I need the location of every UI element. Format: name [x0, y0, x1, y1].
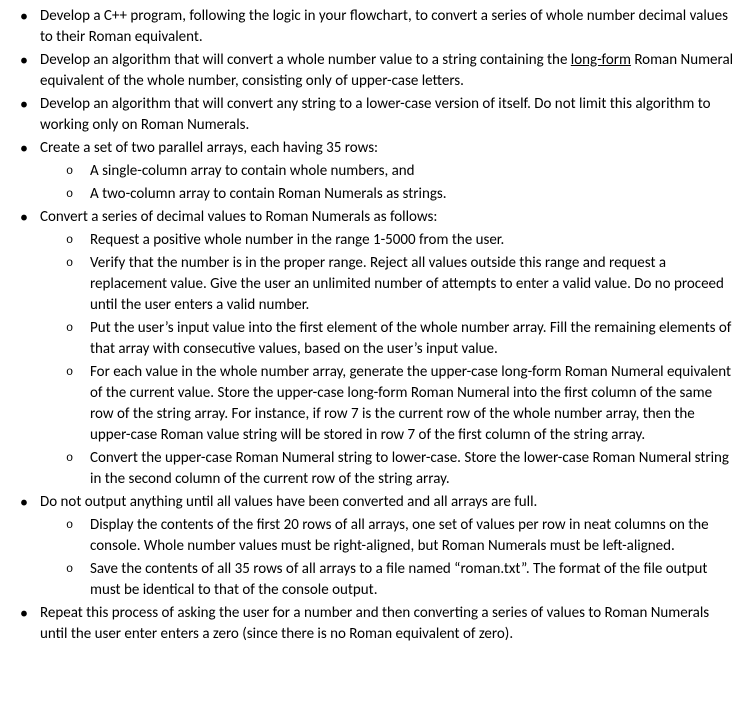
list-item: Create a set of two parallel arrays, eac… [40, 138, 734, 205]
body-text: Convert the upper-case Roman Numeral str… [90, 449, 729, 488]
body-text: Create a set of two parallel arrays, eac… [40, 139, 378, 157]
body-text: Display the contents of the first 20 row… [90, 516, 709, 555]
body-text: Repeat this process of asking the user f… [40, 604, 709, 643]
body-text: For each value in the whole number array… [90, 363, 731, 444]
sub-list-item: Request a positive whole number in the r… [90, 230, 734, 251]
body-text: Save the contents of all 35 rows of all … [90, 560, 707, 599]
body-text: Put the user’s input value into the firs… [90, 319, 731, 358]
list-item: Do not output anything until all values … [40, 492, 734, 601]
sub-list-item: Save the contents of all 35 rows of all … [90, 559, 734, 601]
body-text: Request a positive whole number in the r… [90, 231, 504, 249]
sub-list-item: Display the contents of the first 20 row… [90, 515, 734, 557]
document-page: Develop a C++ program, following the log… [0, 0, 752, 657]
list-item: Repeat this process of asking the user f… [40, 603, 734, 645]
list-item: Develop a C++ program, following the log… [40, 6, 734, 48]
body-text: Develop an algorithm that will convert a… [40, 51, 571, 69]
bullet-list-level-1: Develop a C++ program, following the log… [18, 6, 734, 645]
list-item: Develop an algorithm that will convert a… [40, 50, 734, 92]
sub-list-item: A single-column array to contain whole n… [90, 161, 734, 182]
sub-list-item: For each value in the whole number array… [90, 362, 734, 446]
body-text: Develop an algorithm that will convert a… [40, 95, 711, 134]
list-item: Convert a series of decimal values to Ro… [40, 207, 734, 490]
sub-list-item: Convert the upper-case Roman Numeral str… [90, 448, 734, 490]
bullet-list-level-2: Request a positive whole number in the r… [40, 230, 734, 490]
sub-list-item: Put the user’s input value into the firs… [90, 318, 734, 360]
body-text: Convert a series of decimal values to Ro… [40, 208, 437, 226]
body-text: Verify that the number is in the proper … [90, 254, 724, 314]
underlined-text: long-form [571, 51, 631, 69]
body-text: Develop a C++ program, following the log… [40, 7, 728, 46]
bullet-list-level-2: Display the contents of the first 20 row… [40, 515, 734, 601]
list-item: Develop an algorithm that will convert a… [40, 94, 734, 136]
body-text: Do not output anything until all values … [40, 493, 537, 511]
sub-list-item: Verify that the number is in the proper … [90, 253, 734, 316]
body-text: A two-column array to contain Roman Nume… [90, 185, 447, 203]
bullet-list-level-2: A single-column array to contain whole n… [40, 161, 734, 205]
sub-list-item: A two-column array to contain Roman Nume… [90, 184, 734, 205]
body-text: A single-column array to contain whole n… [90, 162, 415, 180]
